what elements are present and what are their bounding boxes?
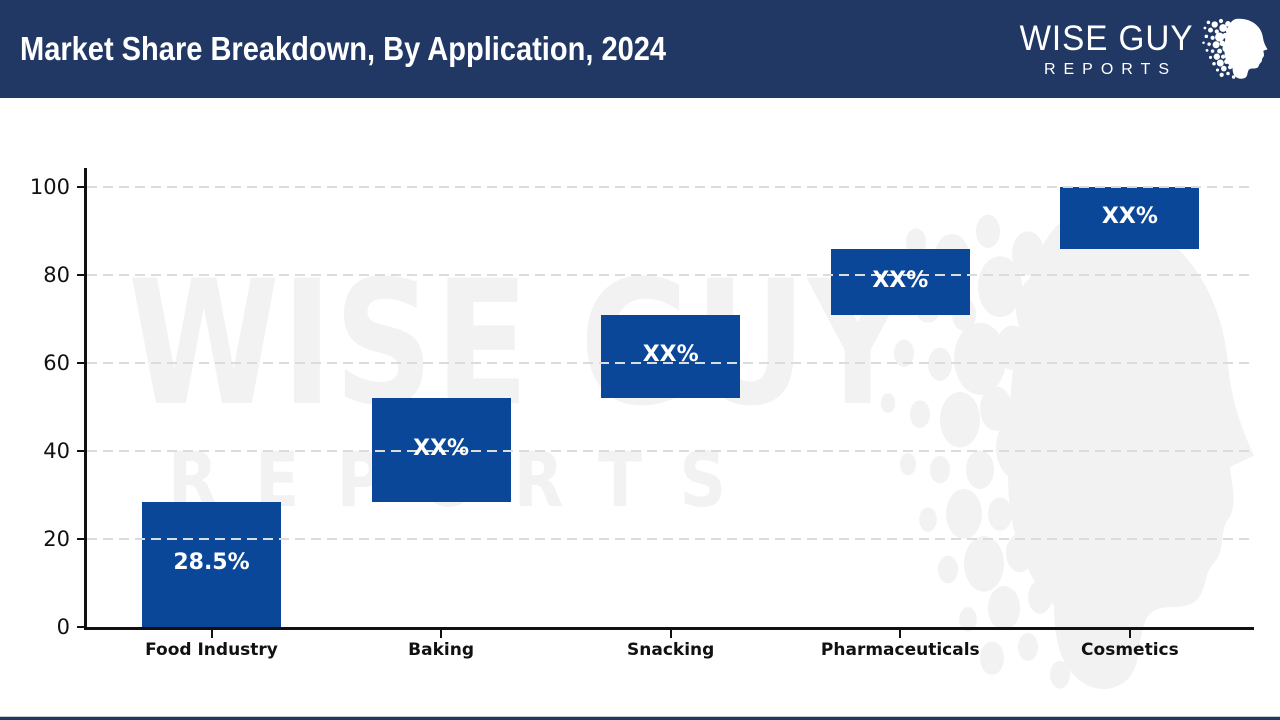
y-tick-label: 80 <box>43 263 70 287</box>
footer-bar <box>0 717 1280 720</box>
brand-logo: WISE GUY REPORTS <box>1015 0 1270 98</box>
x-tick-mark <box>210 630 213 638</box>
gridline-80 <box>87 274 1254 276</box>
y-axis-line <box>84 168 87 630</box>
x-tick-mark <box>440 630 443 638</box>
x-tick-mark <box>1128 630 1131 638</box>
y-tick-mark <box>77 626 84 628</box>
gridline-100 <box>87 186 1254 188</box>
logo-subtitle: REPORTS <box>1043 61 1178 78</box>
x-tick-mark <box>899 630 902 638</box>
bar-pharmaceuticals <box>830 248 970 315</box>
bar-value-label: XX% <box>1101 203 1158 229</box>
watermark-wordmark: WISE GUY <box>128 243 910 444</box>
y-tick-label: 0 <box>56 615 70 639</box>
bar-snacking <box>601 314 741 399</box>
y-tick-mark <box>77 450 84 452</box>
y-tick-mark <box>77 362 84 364</box>
bar-cosmetics <box>1060 187 1200 249</box>
bottom-rule <box>0 716 1280 717</box>
x-tick-mark <box>669 630 672 638</box>
gridline-60 <box>87 362 1254 364</box>
page-title: Market Share Breakdown, By Application, … <box>20 30 667 67</box>
gridline-20 <box>87 538 1254 540</box>
bar-food-industry <box>142 501 281 627</box>
bar-value-label: 28.5% <box>173 550 250 576</box>
x-axis-label: Baking <box>408 640 475 660</box>
bar-value-label: XX% <box>872 267 929 293</box>
bar-value-label: XX% <box>413 435 470 461</box>
y-tick-mark <box>77 538 84 540</box>
x-axis-label: Food Industry <box>145 640 278 660</box>
bar-value-label: XX% <box>642 342 699 368</box>
y-tick-label: 60 <box>43 351 70 375</box>
logo-text: WISE GUY REPORTS <box>1015 19 1198 79</box>
logo-wordmark: WISE GUY <box>1019 19 1194 58</box>
x-axis-label: Snacking <box>627 640 715 660</box>
y-tick-label: 20 <box>43 527 70 551</box>
y-tick-mark <box>77 186 84 188</box>
y-tick-label: 40 <box>43 439 70 463</box>
y-tick-mark <box>77 274 84 276</box>
header: Market Share Breakdown, By Application, … <box>0 0 1280 98</box>
gridline-40 <box>87 450 1254 452</box>
bar-baking <box>371 398 511 502</box>
y-tick-label: 100 <box>29 175 70 199</box>
x-axis-label: Cosmetics <box>1081 640 1179 660</box>
plot: 0 20 40 60 80 100 28.5% Food Industry XX% Baking X… <box>0 98 1280 720</box>
logo-head-icon <box>1202 18 1268 79</box>
x-axis-label: Pharmaceuticals <box>820 640 980 660</box>
x-axis-line <box>84 627 1254 630</box>
